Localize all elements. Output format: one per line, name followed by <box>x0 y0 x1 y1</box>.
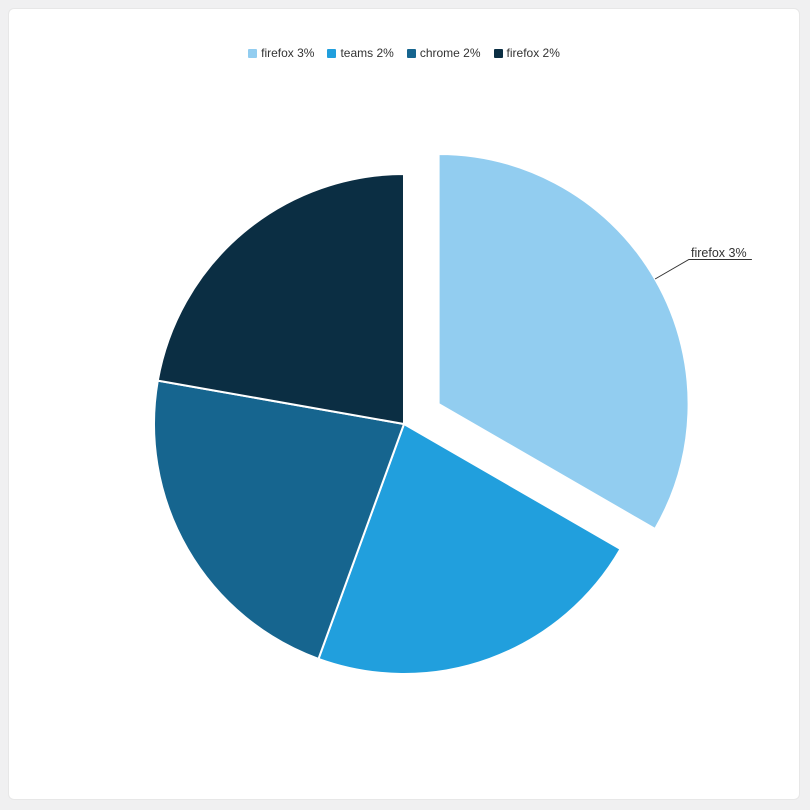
legend-swatch <box>406 49 416 58</box>
legend-item-1[interactable]: teams 2% <box>327 46 394 61</box>
legend-item-2[interactable]: chrome 2% <box>406 46 481 61</box>
pie-callout-label: firefox 3% <box>691 246 747 260</box>
legend-item-0[interactable]: firefox 3% <box>248 46 314 61</box>
legend-item-3[interactable]: firefox 2% <box>493 46 560 61</box>
legend-label: firefox 2% <box>506 46 560 60</box>
legend-swatch <box>248 49 258 58</box>
legend-swatch <box>327 49 337 58</box>
legend-label: firefox 3% <box>261 46 315 60</box>
legend: firefox 3% teams 2% chrome 2% firefox 2% <box>9 46 799 61</box>
pie-slice-3[interactable] <box>156 173 405 425</box>
pie-label-line <box>654 259 752 280</box>
legend-swatch <box>493 49 503 58</box>
legend-label: teams 2% <box>340 46 394 60</box>
pie-slice-1[interactable] <box>317 423 622 675</box>
legend-label: chrome 2% <box>419 46 481 60</box>
pie-slice-2[interactable] <box>153 379 405 660</box>
